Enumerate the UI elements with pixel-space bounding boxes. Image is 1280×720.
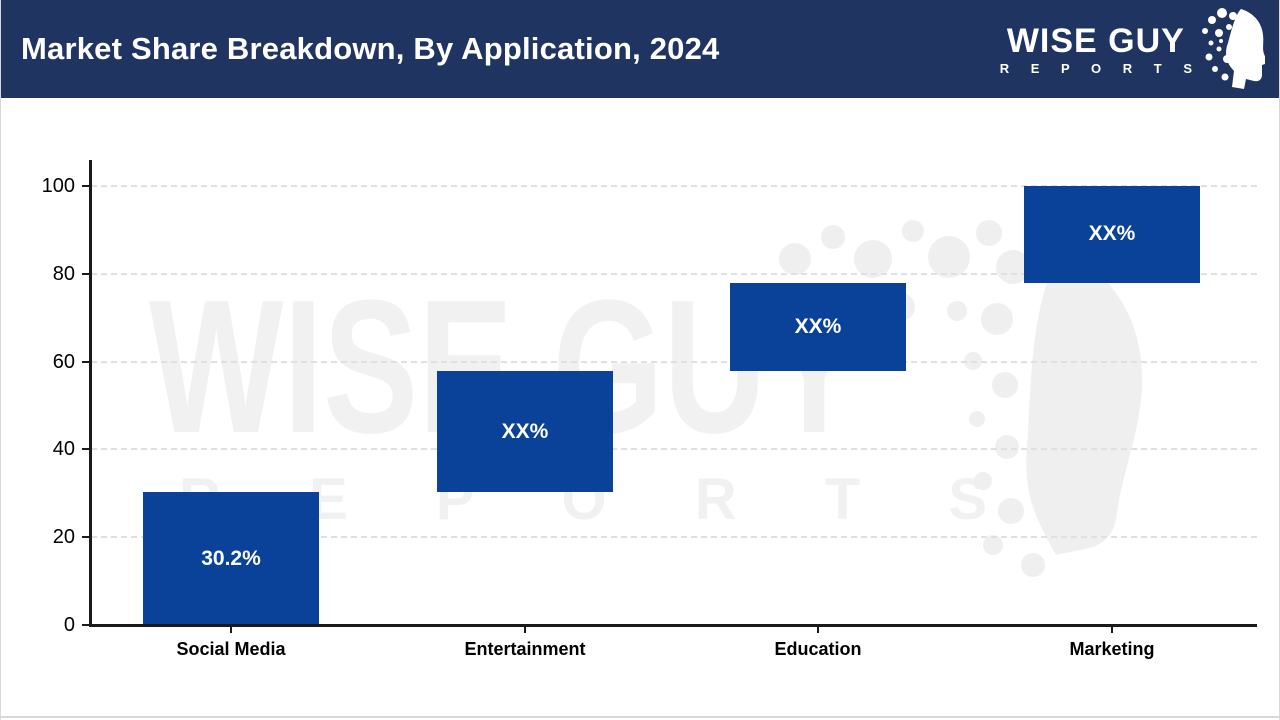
y-axis-tick-label: 0: [63, 614, 75, 636]
logo-subtitle: R E P O R T S: [999, 61, 1201, 76]
gridline: [91, 185, 1257, 187]
gridline: [91, 360, 1257, 363]
gridline: [91, 448, 1257, 451]
y-axis-tickmark: [82, 536, 89, 539]
logo-text: WISE GUY R E P O R T S: [991, 24, 1201, 76]
x-axis-tickmark: [1111, 626, 1113, 633]
y-axis-tickmark: [82, 624, 89, 626]
bottom-divider: [1, 716, 1279, 718]
y-axis-tickmark: [82, 448, 89, 451]
x-axis-category-label: Social Media: [176, 639, 286, 659]
x-axis-category-label: Entertainment: [464, 639, 586, 659]
logo-wordmark: WISE GUY: [1006, 22, 1185, 60]
bar-value-label: 30.2%: [201, 546, 261, 570]
y-axis-tick-label: 20: [52, 526, 75, 549]
bar-value-label: XX%: [1088, 222, 1136, 246]
x-axis-tickmark: [817, 626, 819, 633]
bar-value-label: XX%: [501, 419, 549, 443]
y-axis-tickmark: [82, 185, 89, 187]
gridline: [91, 272, 1257, 275]
header-bar: Market Share Breakdown, By Application, …: [1, 0, 1279, 98]
logo-head-icon: [1202, 8, 1265, 89]
y-axis-tickmark: [82, 360, 89, 363]
bar[interactable]: XX%: [1024, 186, 1200, 283]
y-axis-tick-label: 80: [52, 262, 75, 285]
x-axis-tickmark: [524, 626, 526, 633]
y-axis-tickmark: [82, 272, 89, 275]
bar-value-label: XX%: [794, 314, 842, 338]
x-axis-category-label: Marketing: [1069, 639, 1155, 659]
bar[interactable]: XX%: [437, 371, 613, 493]
watermark-head-icon: [779, 220, 1143, 577]
y-axis-tick-label: 100: [41, 175, 75, 197]
x-axis-tickmark: [230, 626, 232, 633]
x-axis-category-label: Education: [774, 639, 862, 659]
wiseguy-logo: WISE GUY R E P O R T S: [1000, 0, 1267, 98]
y-axis-tick-label: 40: [52, 438, 75, 461]
bar[interactable]: 30.2%: [143, 492, 319, 625]
y-axis-line: [89, 160, 92, 627]
y-axis-tick-label: 60: [52, 350, 75, 373]
gridline: [91, 536, 1257, 539]
x-axis-line: [89, 624, 1257, 627]
bar[interactable]: XX%: [730, 282, 906, 372]
page-title: Market Share Breakdown, By Application, …: [21, 31, 720, 66]
